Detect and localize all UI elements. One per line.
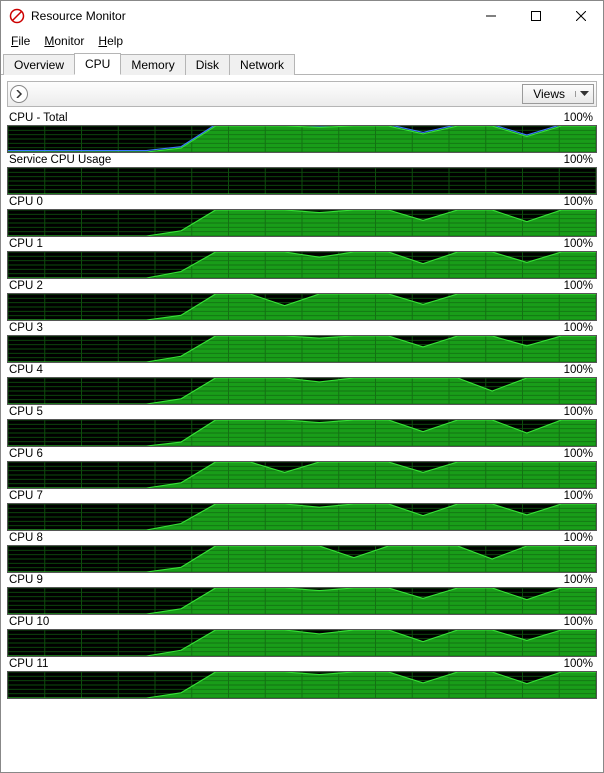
graph-row: CPU 9 100%: [7, 573, 597, 615]
graph-label: CPU 2: [9, 280, 43, 292]
graph-canvas: [7, 461, 597, 489]
graph-header: CPU 10 100%: [7, 615, 597, 629]
graph-label: CPU 7: [9, 490, 43, 502]
graph-label: CPU - Total: [9, 112, 68, 124]
graph-canvas: [7, 167, 597, 195]
graph-canvas: [7, 293, 597, 321]
views-dropdown-arrow[interactable]: [575, 91, 593, 97]
graph-row: CPU 3 100%: [7, 321, 597, 363]
menu-file[interactable]: File: [5, 32, 36, 50]
graph-row: Service CPU Usage 100%: [7, 153, 597, 195]
close-button[interactable]: [558, 1, 603, 31]
views-label: Views: [523, 87, 575, 101]
menu-monitor[interactable]: Monitor: [38, 32, 90, 50]
graph-canvas: [7, 125, 597, 153]
graph-scale: 100%: [564, 280, 593, 292]
tab-cpu[interactable]: CPU: [74, 53, 121, 75]
graph-scale: 100%: [564, 238, 593, 250]
app-icon: [9, 8, 25, 24]
graph-header: Service CPU Usage 100%: [7, 153, 597, 167]
graph-canvas: [7, 251, 597, 279]
graphs-panel: CPU - Total100%Service CPU Usage100%CPU …: [1, 111, 603, 772]
graph-scale: 100%: [564, 532, 593, 544]
graph-label: CPU 9: [9, 574, 43, 586]
graph-row: CPU 0 100%: [7, 195, 597, 237]
graph-label: CPU 5: [9, 406, 43, 418]
graph-canvas: [7, 335, 597, 363]
tab-network[interactable]: Network: [229, 54, 295, 75]
graph-header: CPU 9 100%: [7, 573, 597, 587]
menu-help[interactable]: Help: [92, 32, 129, 50]
graph-label: Service CPU Usage: [9, 154, 111, 166]
graph-scale: 100%: [564, 616, 593, 628]
graph-canvas: [7, 671, 597, 699]
graph-row: CPU 10 100%: [7, 615, 597, 657]
graph-header: CPU 11 100%: [7, 657, 597, 671]
graph-header: CPU 5 100%: [7, 405, 597, 419]
expand-toggle-button[interactable]: [10, 85, 28, 103]
graph-label: CPU 8: [9, 532, 43, 544]
graph-row: CPU 4 100%: [7, 363, 597, 405]
graph-header: CPU 1 100%: [7, 237, 597, 251]
graph-scale: 100%: [564, 490, 593, 502]
tabbar: OverviewCPUMemoryDiskNetwork: [1, 51, 603, 75]
panel-header: Views: [7, 81, 597, 107]
graph-row: CPU 5 100%: [7, 405, 597, 447]
graph-row: CPU 7 100%: [7, 489, 597, 531]
graph-canvas: [7, 629, 597, 657]
tab-memory[interactable]: Memory: [120, 54, 185, 75]
graph-row: CPU 6 100%: [7, 447, 597, 489]
titlebar: Resource Monitor: [1, 1, 603, 31]
graph-scale: 100%: [564, 322, 593, 334]
chevron-down-icon: [580, 91, 589, 97]
graph-canvas: [7, 377, 597, 405]
graph-canvas: [7, 545, 597, 573]
graph-header: CPU 0 100%: [7, 195, 597, 209]
graph-scale: 100%: [564, 154, 593, 166]
graph-scale: 100%: [564, 574, 593, 586]
graph-row: CPU 1 100%: [7, 237, 597, 279]
graph-header: CPU 7 100%: [7, 489, 597, 503]
tab-disk[interactable]: Disk: [185, 54, 230, 75]
graph-canvas: [7, 419, 597, 447]
graph-scale: 100%: [564, 658, 593, 670]
graph-label: CPU 4: [9, 364, 43, 376]
graph-label: CPU 3: [9, 322, 43, 334]
graph-label: CPU 10: [9, 616, 49, 628]
graph-header: CPU 3 100%: [7, 321, 597, 335]
graph-canvas: [7, 209, 597, 237]
graph-header: CPU 4 100%: [7, 363, 597, 377]
graph-row: CPU 2 100%: [7, 279, 597, 321]
graph-header: CPU - Total 100%: [7, 111, 597, 125]
graph-row: CPU - Total 100%: [7, 111, 597, 153]
graph-header: CPU 2 100%: [7, 279, 597, 293]
graph-canvas: [7, 503, 597, 531]
graph-scale: 100%: [564, 112, 593, 124]
graph-label: CPU 6: [9, 448, 43, 460]
graph-canvas: [7, 587, 597, 615]
graph-label: CPU 11: [9, 658, 48, 670]
graph-label: CPU 1: [9, 238, 43, 250]
graph-scale: 100%: [564, 406, 593, 418]
graph-row: CPU 8 100%: [7, 531, 597, 573]
graph-row: CPU 11 100%: [7, 657, 597, 699]
graph-label: CPU 0: [9, 196, 43, 208]
views-button[interactable]: Views: [522, 84, 594, 104]
minimize-button[interactable]: [468, 1, 513, 31]
graph-scale: 100%: [564, 364, 593, 376]
maximize-button[interactable]: [513, 1, 558, 31]
graph-header: CPU 6 100%: [7, 447, 597, 461]
graph-header: CPU 8 100%: [7, 531, 597, 545]
graph-scale: 100%: [564, 448, 593, 460]
window-title: Resource Monitor: [31, 9, 468, 23]
menubar: FileMonitorHelp: [1, 31, 603, 51]
chevron-right-icon: [15, 90, 23, 98]
graph-scale: 100%: [564, 196, 593, 208]
tab-overview[interactable]: Overview: [3, 54, 75, 75]
